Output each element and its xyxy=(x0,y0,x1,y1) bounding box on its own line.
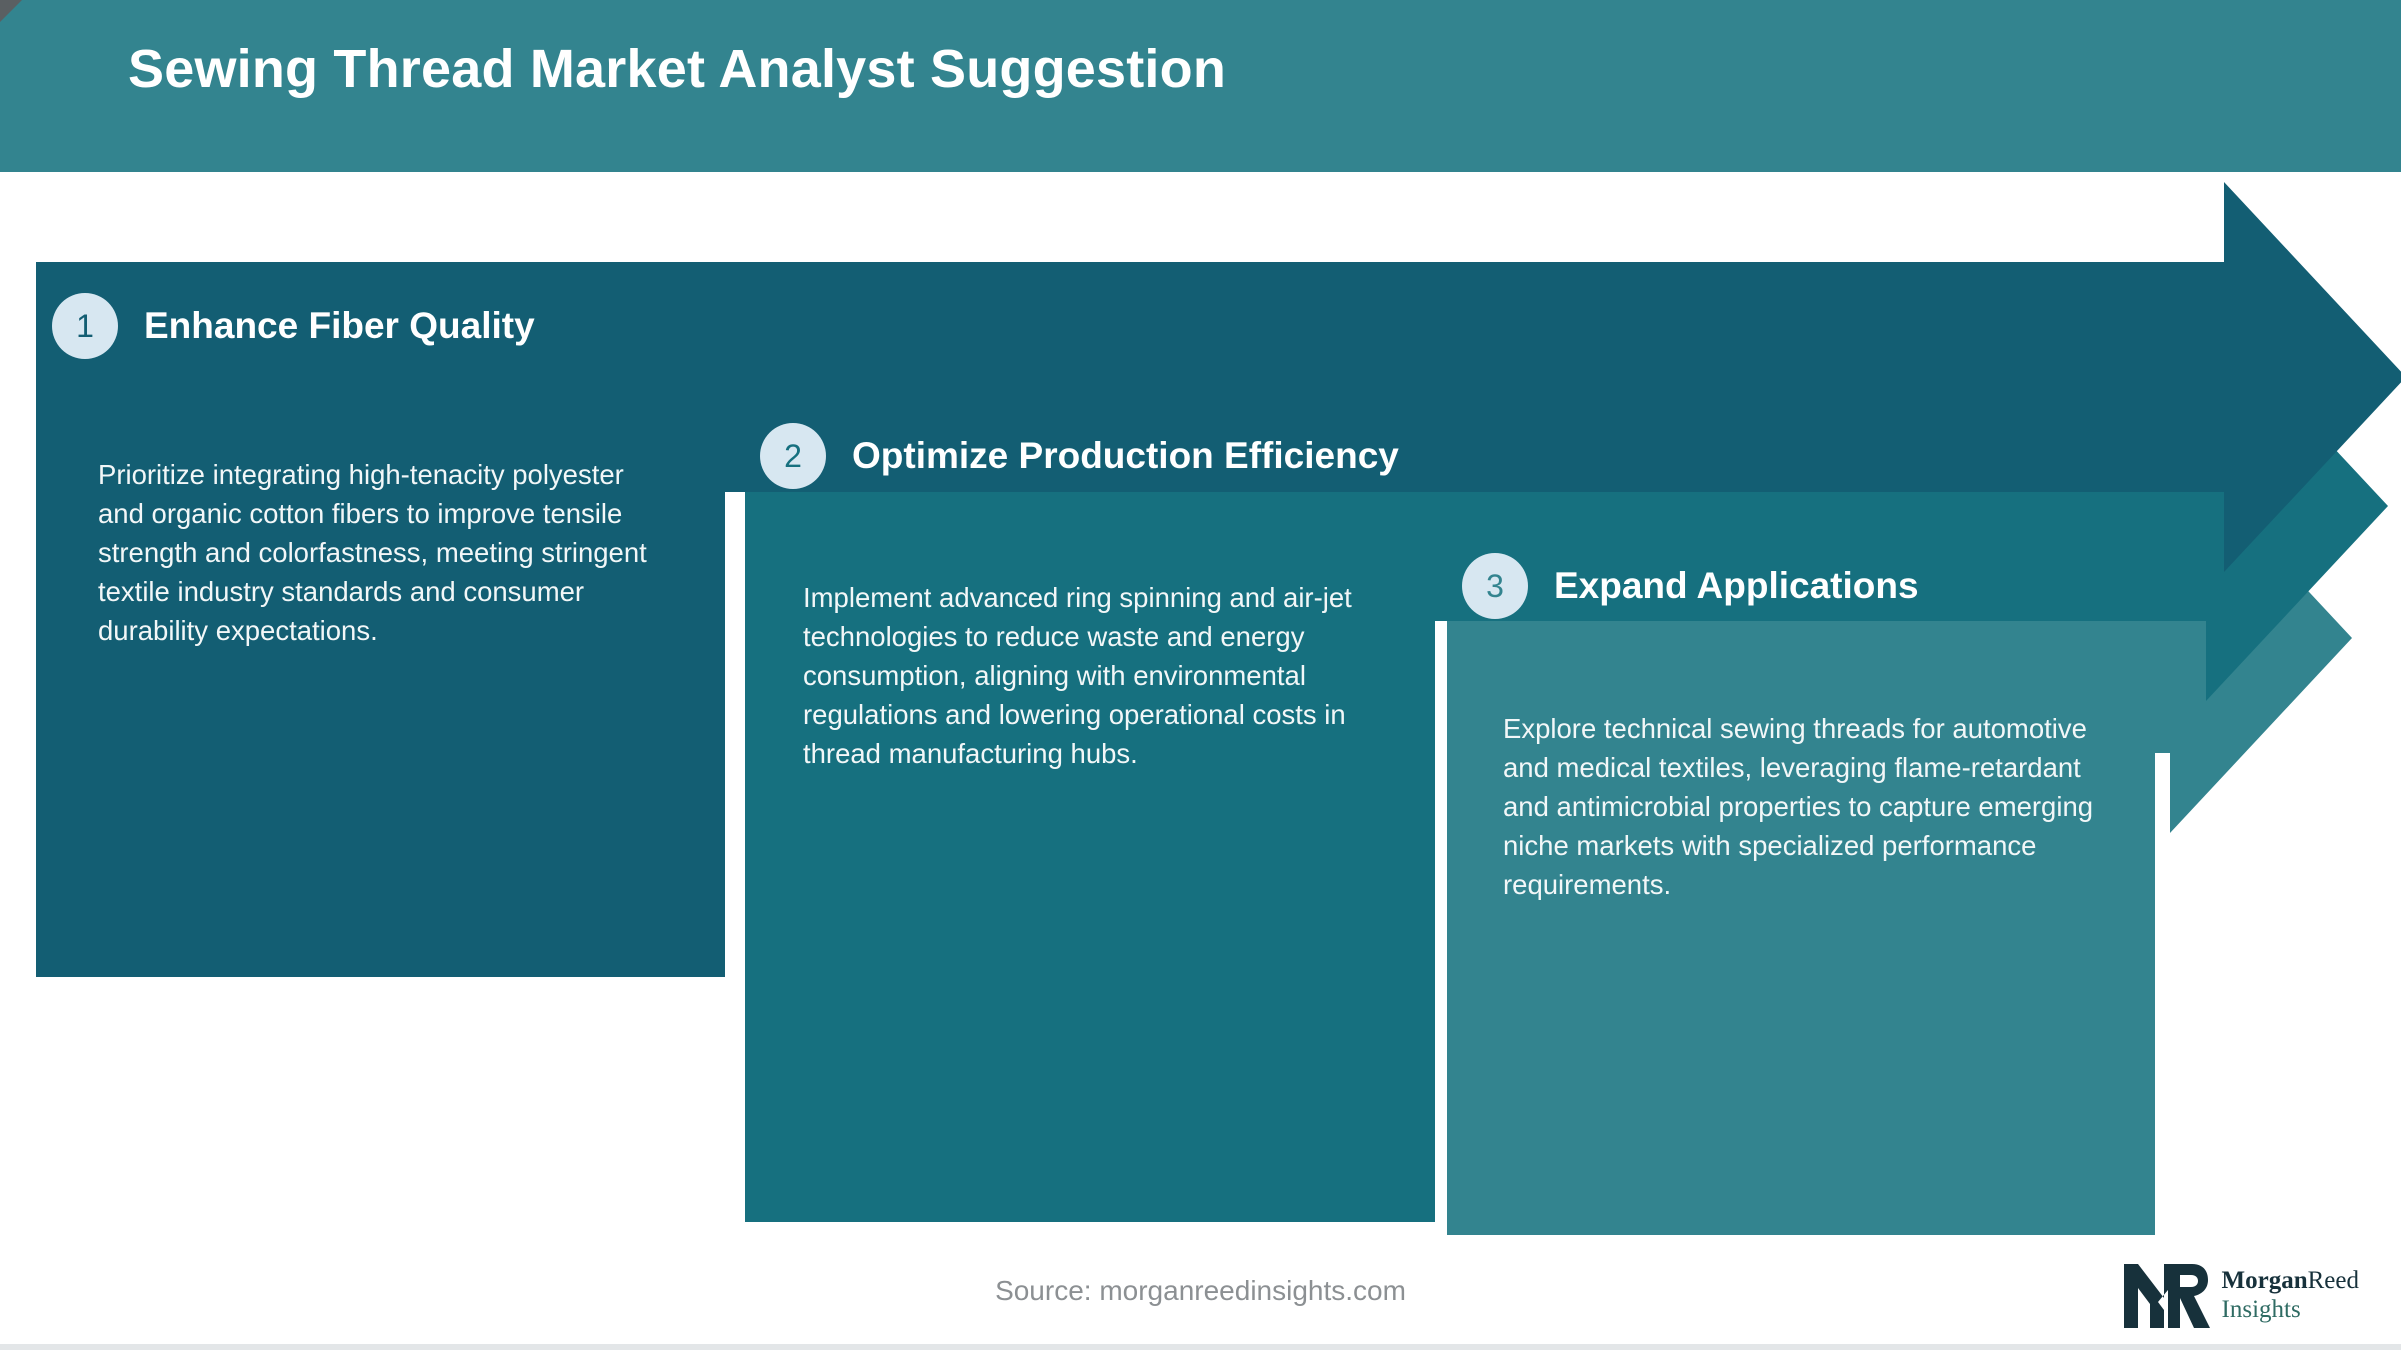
step-body-card-2: Implement advanced ring spinning and air… xyxy=(745,518,1435,1222)
step-body-card-3: Explore technical sewing threads for aut… xyxy=(1447,649,2155,1235)
brand-logo: MorganReed Insights xyxy=(2118,1258,2359,1332)
step-number-badge-1: 1 xyxy=(52,293,118,359)
step-title-1: Enhance Fiber Quality xyxy=(144,305,535,346)
step-number-badge-3: 3 xyxy=(1462,553,1528,619)
step-body-text-3: Explore technical sewing threads for aut… xyxy=(1503,713,2094,901)
step-band-1[interactable]: 1 Enhance Fiber Quality xyxy=(52,293,535,359)
bottom-divider xyxy=(0,1344,2401,1350)
corner-notch-icon xyxy=(0,0,22,22)
page-title: Sewing Thread Market Analyst Suggestion xyxy=(128,39,1227,99)
source-attribution: Source: morganreedinsights.com xyxy=(995,1275,1406,1306)
step-body-card-1: Prioritize integrating high-tenacity pol… xyxy=(36,393,725,977)
logo-line-primary: MorganReed xyxy=(2222,1268,2359,1293)
step-number-badge-2: 2 xyxy=(760,423,826,489)
logo-word-reed: Reed xyxy=(2307,1267,2359,1294)
step-body-text-1: Prioritize integrating high-tenacity pol… xyxy=(98,459,647,647)
step-title-2: Optimize Production Efficiency xyxy=(852,435,1399,476)
step-band-2[interactable]: 2 Optimize Production Efficiency xyxy=(760,423,1399,489)
step-title-3: Expand Applications xyxy=(1554,565,1919,606)
step-band-3[interactable]: 3 Expand Applications xyxy=(1462,553,1919,619)
logo-wordmark: MorganReed Insights xyxy=(2222,1268,2359,1322)
logo-word-morgan: Morgan xyxy=(2221,1267,2308,1294)
mr-monogram-icon xyxy=(2123,1264,2210,1328)
logo-line-secondary: Insights xyxy=(2221,1296,2301,1323)
step-body-text-2: Implement advanced ring spinning and air… xyxy=(803,582,1352,770)
header-bar: Sewing Thread Market Analyst Suggestion xyxy=(0,0,2401,172)
